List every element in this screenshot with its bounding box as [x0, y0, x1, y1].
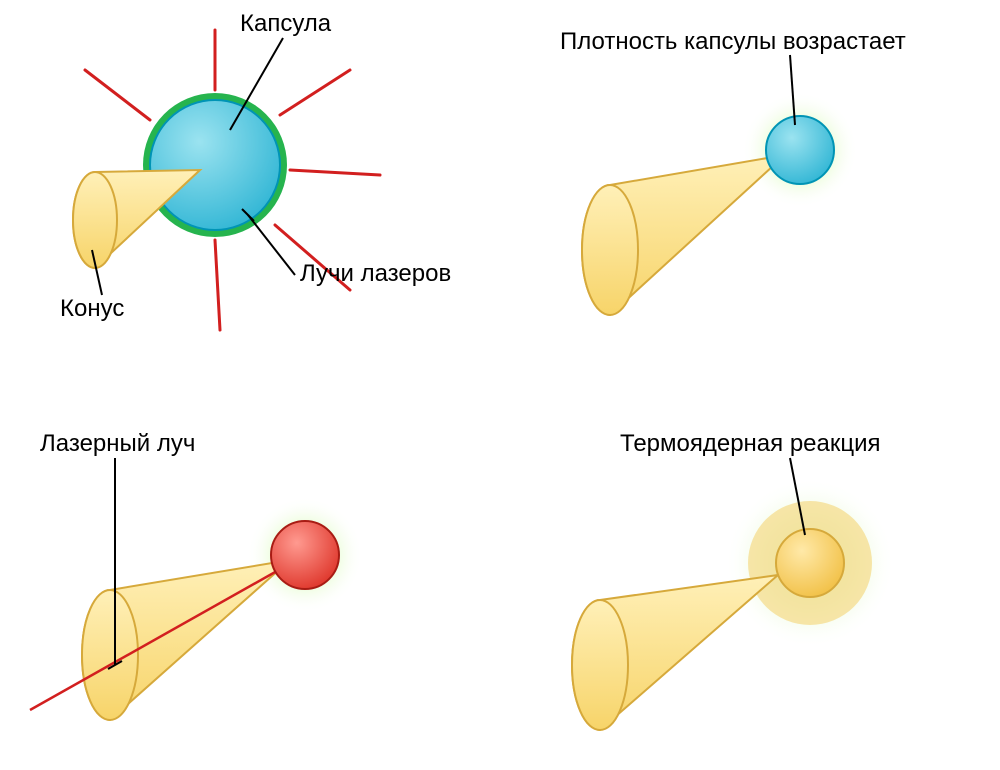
laser-ray	[85, 70, 150, 120]
leader-line	[248, 215, 295, 275]
cone-base	[73, 172, 117, 268]
label-capsule: Капсула	[240, 10, 331, 38]
sphere	[271, 521, 339, 589]
laser-ray	[215, 240, 220, 330]
cone-base	[572, 600, 628, 730]
diagram-svg	[0, 0, 1000, 770]
laser-ray	[290, 170, 380, 175]
label-fusion: Термоядерная реакция	[620, 430, 881, 458]
sphere	[150, 100, 280, 230]
diagram-stage: Капсула Конус Лучи лазеров Плотность кап…	[0, 0, 1000, 770]
sphere	[776, 529, 844, 597]
cone-base	[582, 185, 638, 315]
label-cone: Конус	[60, 295, 124, 323]
label-laser-rays: Лучи лазеров	[300, 260, 451, 288]
label-density: Плотность капсулы возрастает	[560, 28, 906, 56]
sphere	[766, 116, 834, 184]
laser-ray	[280, 70, 350, 115]
label-laser-beam: Лазерный луч	[40, 430, 195, 458]
